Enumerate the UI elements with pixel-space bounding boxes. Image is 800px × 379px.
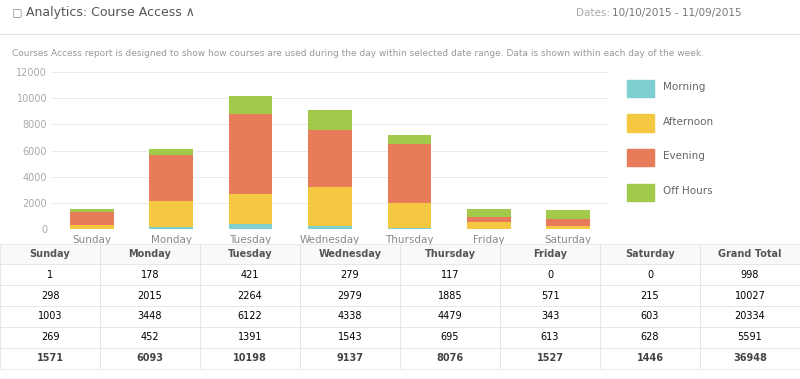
Bar xyxy=(387,203,431,228)
Bar xyxy=(229,114,273,194)
Bar xyxy=(467,217,510,222)
Text: Courses Access report is designed to show how courses are used during the day wi: Courses Access report is designed to sho… xyxy=(12,49,704,58)
Bar xyxy=(70,226,114,229)
Bar xyxy=(308,226,352,229)
Bar xyxy=(627,184,654,201)
Bar xyxy=(467,209,510,217)
Bar xyxy=(308,186,352,226)
Text: 10/10/2015 - 11/09/2015: 10/10/2015 - 11/09/2015 xyxy=(612,8,742,18)
Text: Off Hours: Off Hours xyxy=(662,186,713,196)
Text: ▢: ▢ xyxy=(12,8,22,18)
Text: Dates:: Dates: xyxy=(576,8,610,18)
Text: Morning: Morning xyxy=(662,82,705,92)
Bar xyxy=(150,155,193,200)
Bar xyxy=(387,144,431,203)
Bar xyxy=(150,149,193,155)
Bar xyxy=(229,96,273,114)
Bar xyxy=(387,135,431,144)
Bar xyxy=(627,80,654,97)
Bar xyxy=(150,200,193,227)
Bar xyxy=(467,222,510,229)
Bar xyxy=(70,209,114,212)
Bar xyxy=(70,212,114,226)
Bar xyxy=(627,114,654,132)
Bar xyxy=(229,194,273,224)
Bar xyxy=(308,110,352,130)
Text: Evening: Evening xyxy=(662,151,705,161)
Bar xyxy=(150,227,193,229)
Bar xyxy=(627,149,654,166)
Bar xyxy=(546,210,590,219)
Bar xyxy=(546,227,590,229)
Bar xyxy=(229,224,273,229)
Bar xyxy=(546,219,590,227)
Bar xyxy=(308,130,352,186)
Text: Afternoon: Afternoon xyxy=(662,117,714,127)
Bar xyxy=(387,228,431,229)
Text: Analytics: Course Access ∧: Analytics: Course Access ∧ xyxy=(26,6,194,19)
